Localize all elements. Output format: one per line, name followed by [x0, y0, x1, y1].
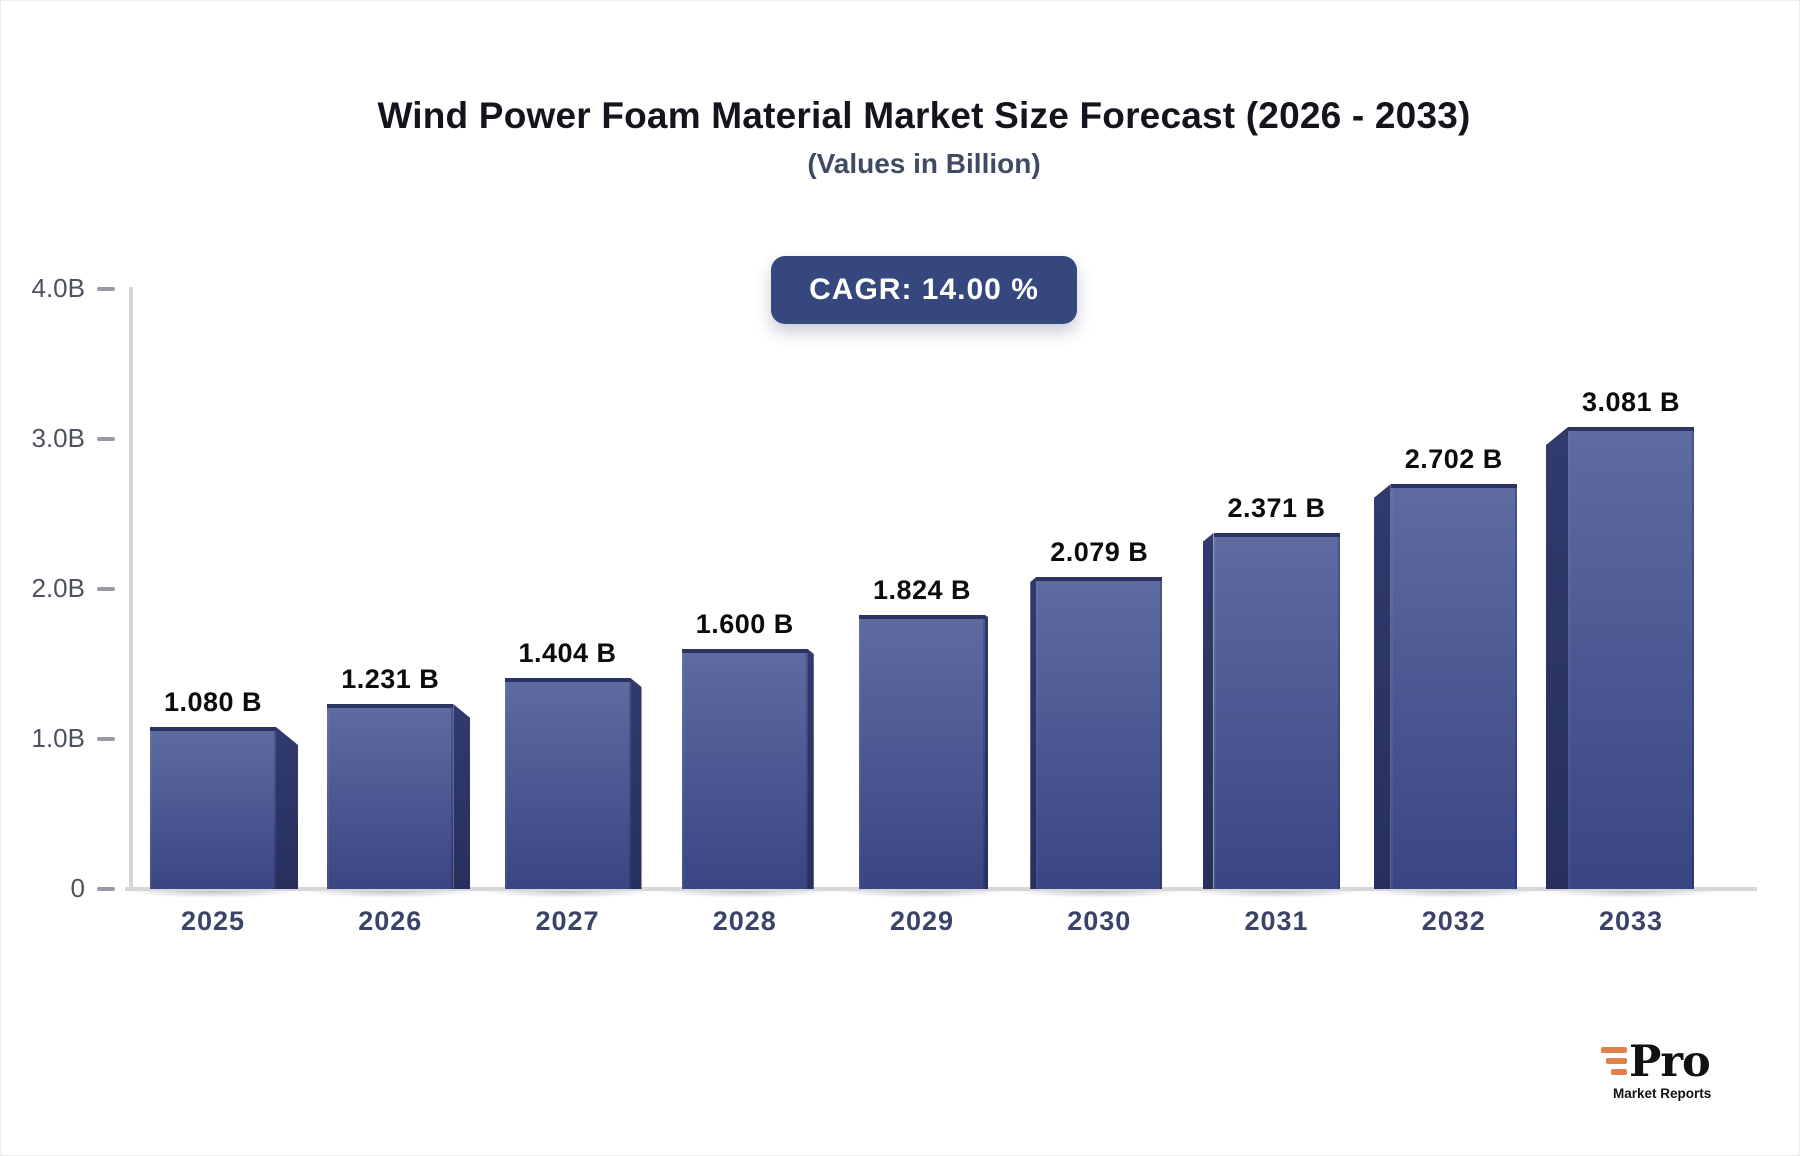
x-tick-label-2032: 2032: [1421, 906, 1486, 936]
chart-title: Wind Power Foam Material Market Size For…: [377, 95, 1471, 136]
y-axis-line: [129, 287, 133, 889]
y-tick-label-1.0B: 1.0B: [31, 723, 86, 753]
x-tick-label-2026: 2026: [358, 906, 423, 936]
bar-side-face-2031: [1202, 533, 1214, 889]
chart-subtitle: (Values in Billion): [807, 148, 1041, 179]
bar-side-face-2029: [985, 615, 988, 889]
bar-side-face-2027: [630, 678, 642, 889]
bar-2032: [1390, 484, 1517, 889]
y-tick-label-2.0B: 2.0B: [31, 573, 86, 603]
x-tick-label-2025: 2025: [180, 906, 246, 936]
logo-name: Pro: [1629, 1037, 1711, 1087]
y-tick-label-4.0B: 4.0B: [31, 273, 86, 303]
x-axis-line: [125, 887, 1757, 891]
x-tick-label-2027: 2027: [535, 906, 600, 936]
value-label-2033: 3.081 B: [1581, 387, 1681, 417]
y-tick-mark: [97, 287, 115, 291]
value-label-2027: 1.404 B: [518, 638, 617, 668]
x-tick-label-2028: 2028: [712, 906, 777, 936]
bar-side-face-2028: [807, 649, 814, 889]
y-tick-mark: [97, 587, 115, 591]
bar-side-face-2033: [1546, 427, 1568, 889]
value-label-2026: 1.231 B: [341, 664, 440, 694]
logo-subtext: Market Reports: [1613, 1086, 1712, 1101]
x-tick-label-2031: 2031: [1244, 906, 1309, 936]
value-label-2029: 1.824 B: [872, 575, 972, 605]
x-tick-label-2029: 2029: [889, 906, 955, 936]
bar-2031: [1213, 533, 1340, 889]
y-tick-mark: [97, 737, 115, 741]
bar-2027: [504, 678, 631, 889]
value-label-2028: 1.600 B: [695, 609, 794, 639]
bar-2025: [150, 727, 276, 889]
logo-speed-bars-icon: [1601, 1047, 1627, 1075]
bar-2026: [327, 704, 454, 889]
logo-row: Pro: [1601, 1041, 1771, 1084]
value-label-2025: 1.080 B: [163, 687, 263, 717]
bar-2028: [681, 649, 808, 889]
cagr-badge-wrap: CAGR: 14.00 %: [47, 256, 1799, 324]
x-tick-label-2030: 2030: [1067, 906, 1132, 936]
value-label-2031: 2.371 B: [1227, 493, 1326, 523]
value-label-2032: 2.702 B: [1404, 444, 1503, 474]
y-tick-mark: [97, 437, 115, 441]
value-label-2030: 2.079 B: [1050, 537, 1149, 567]
bar-side-face-2030: [1030, 577, 1037, 889]
bar-side-face-2026: [453, 704, 471, 889]
bar-side-face-2032: [1373, 484, 1391, 889]
y-tick-label-0: 0: [70, 873, 85, 903]
y-tick-label-3.0B: 3.0B: [31, 423, 86, 453]
bar-side-face-2025: [276, 727, 298, 889]
y-tick-mark: [97, 887, 115, 891]
logo: Pro Market Reports: [1601, 1041, 1771, 1121]
bar-2033: [1568, 427, 1694, 889]
bar-2030: [1036, 577, 1163, 889]
x-tick-label-2033: 2033: [1598, 906, 1664, 936]
bar-2029: [859, 615, 985, 889]
cagr-badge: CAGR: 14.00 %: [771, 256, 1077, 324]
